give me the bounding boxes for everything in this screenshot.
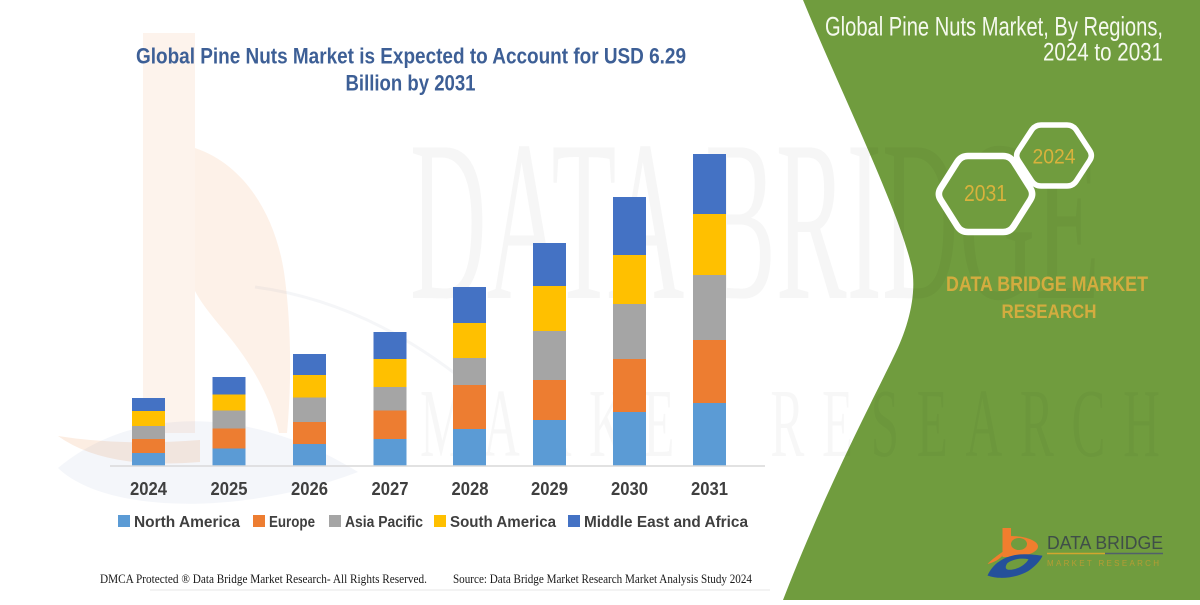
svg-text:2025: 2025 (211, 479, 248, 499)
svg-text:RESEARCH: RESEARCH (1002, 301, 1097, 323)
svg-text:MARKET RESEARCH: MARKET RESEARCH (1047, 559, 1159, 568)
svg-text:Asia Pacific: Asia Pacific (345, 514, 423, 531)
svg-text:Source: Data Bridge Market Res: Source: Data Bridge Market Research Mark… (453, 571, 752, 586)
svg-text:2028: 2028 (452, 479, 489, 499)
svg-text:DATA BRIDGE MARKET: DATA BRIDGE MARKET (946, 273, 1148, 296)
svg-text:Global Pine Nuts Market, By Re: Global Pine Nuts Market, By Regions, (825, 11, 1163, 41)
svg-text:2030: 2030 (611, 479, 648, 499)
svg-text:2031: 2031 (691, 479, 728, 499)
svg-text:2024: 2024 (130, 479, 167, 499)
svg-text:DATA BRIDGE: DATA BRIDGE (1047, 532, 1163, 553)
svg-text:Billion by 2031: Billion by 2031 (346, 70, 476, 95)
svg-text:2027: 2027 (372, 479, 409, 499)
svg-text:Europe: Europe (269, 514, 315, 531)
svg-text:2031: 2031 (964, 180, 1007, 206)
svg-text:2024: 2024 (1033, 146, 1076, 169)
svg-text:North America: North America (134, 514, 240, 531)
svg-text:Global Pine Nuts Market is Exp: Global Pine Nuts Market is Expected to A… (136, 44, 686, 69)
svg-text:2029: 2029 (531, 479, 568, 499)
svg-text:Middle East and Africa: Middle East and Africa (584, 514, 748, 531)
svg-text:South America: South America (450, 514, 556, 531)
svg-text:2024 to 2031: 2024 to 2031 (1043, 39, 1163, 67)
svg-text:2026: 2026 (291, 479, 328, 499)
svg-text:DMCA Protected ® Data Bridge M: DMCA Protected ® Data Bridge Market Rese… (100, 571, 427, 586)
